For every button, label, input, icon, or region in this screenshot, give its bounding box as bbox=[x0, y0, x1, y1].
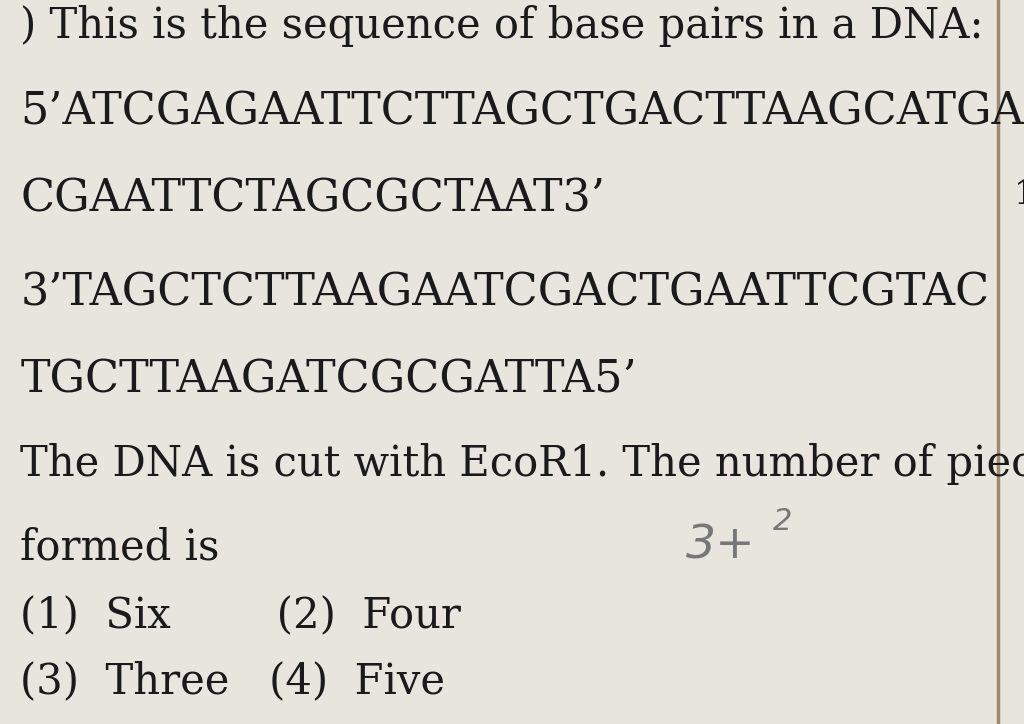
Text: 5’ATCGAGAATTCTTAGCTGACTTAAGCATGA: 5’ATCGAGAATTCTTAGCTGACTTAAGCATGA bbox=[20, 90, 1024, 134]
Text: 3+: 3+ bbox=[686, 523, 756, 568]
Text: formed is: formed is bbox=[20, 526, 220, 568]
Text: TGCTTAAGATCGCGATTA5’: TGCTTAAGATCGCGATTA5’ bbox=[20, 358, 637, 402]
Text: 1: 1 bbox=[1014, 180, 1024, 211]
Text: The DNA is cut with EcoR1. The number of pieces: The DNA is cut with EcoR1. The number of… bbox=[20, 443, 1024, 485]
Text: (1)  Six        (2)  Four: (1) Six (2) Four bbox=[20, 595, 462, 637]
Text: (3)  Three   (4)  Five: (3) Three (4) Five bbox=[20, 660, 445, 702]
Text: ) This is the sequence of base pairs in a DNA:: ) This is the sequence of base pairs in … bbox=[20, 5, 984, 47]
Text: 3’TAGCTCTTAAGAATCGACTGAATTCGTAC: 3’TAGCTCTTAAGAATCGACTGAATTCGTAC bbox=[20, 272, 990, 315]
Text: 2: 2 bbox=[773, 507, 793, 536]
Text: CGAATTCTAGCGCTAAT3’: CGAATTCTAGCGCTAAT3’ bbox=[20, 177, 605, 221]
